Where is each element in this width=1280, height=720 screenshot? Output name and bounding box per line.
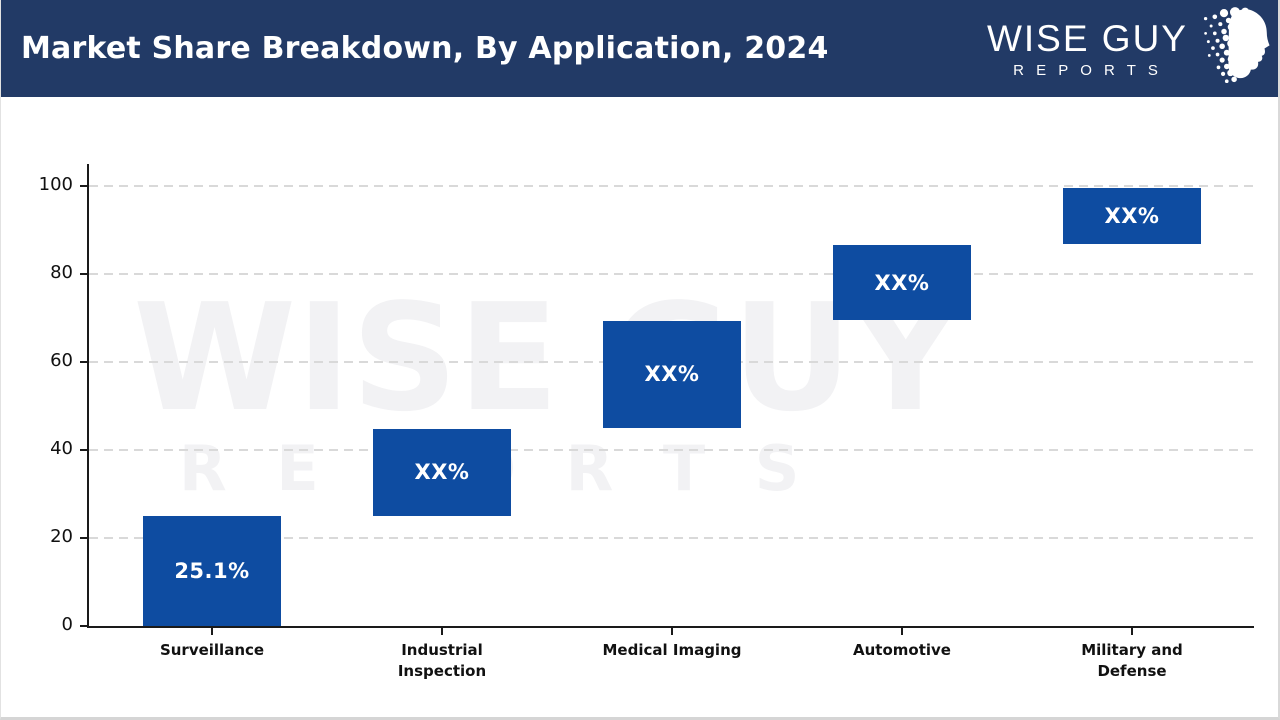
logo-wordmark: WISE GUY R E P O R T S <box>987 20 1188 78</box>
x-tick <box>901 628 903 635</box>
y-tick <box>80 625 87 627</box>
x-category-label: Medical Imaging <box>602 641 742 659</box>
bar: XX% <box>603 321 741 428</box>
header: Market Share Breakdown, By Application, … <box>1 0 1278 97</box>
y-axis-line <box>87 164 89 628</box>
x-tick <box>211 628 213 635</box>
bar: XX% <box>373 428 511 516</box>
bar-value-label: XX% <box>644 362 700 387</box>
y-tick <box>80 185 87 187</box>
gridline <box>89 185 1254 187</box>
x-category-label: Military and Defense <box>1081 641 1183 680</box>
bar-value-label: XX% <box>1104 204 1160 229</box>
x-tick <box>441 628 443 635</box>
y-tick <box>80 361 87 363</box>
x-category-label: Industrial Inspection <box>397 641 487 680</box>
x-category-label: Surveillance <box>159 641 265 659</box>
x-tick <box>1131 628 1133 635</box>
y-tick-label: 80 <box>50 262 73 283</box>
logo-subtext: R E P O R T S <box>1013 61 1162 79</box>
x-category-label: Automotive <box>853 641 951 659</box>
bar: 25.1% <box>143 515 281 626</box>
logo-word: WISE GUY <box>986 17 1188 59</box>
bar-value-label: XX% <box>414 460 470 485</box>
y-tick-label: 20 <box>50 526 73 547</box>
y-tick <box>80 273 87 275</box>
gridline <box>89 449 1254 451</box>
y-tick-label: 0 <box>61 614 73 635</box>
gridline <box>89 537 1254 539</box>
watermark-wordmark: WISE GUY <box>133 272 960 444</box>
y-tick-label: 100 <box>38 174 73 195</box>
logo-face-icon <box>1203 6 1270 83</box>
page-title: Market Share Breakdown, By Application, … <box>21 31 829 66</box>
wise-guy-logo: WISE GUY R E P O R T S <box>987 6 1270 91</box>
bar-value-label: 25.1% <box>174 558 250 583</box>
y-tick <box>80 449 87 451</box>
x-axis-line <box>87 626 1254 628</box>
x-tick <box>671 628 673 635</box>
bar: XX% <box>833 244 971 321</box>
gridline <box>89 273 1254 275</box>
y-tick-label: 60 <box>50 350 73 371</box>
bar-value-label: XX% <box>874 270 930 295</box>
y-tick-label: 40 <box>50 438 73 459</box>
bar: XX% <box>1063 188 1201 245</box>
y-tick <box>80 537 87 539</box>
watermark-subtext: R E P O R T S <box>179 432 814 505</box>
